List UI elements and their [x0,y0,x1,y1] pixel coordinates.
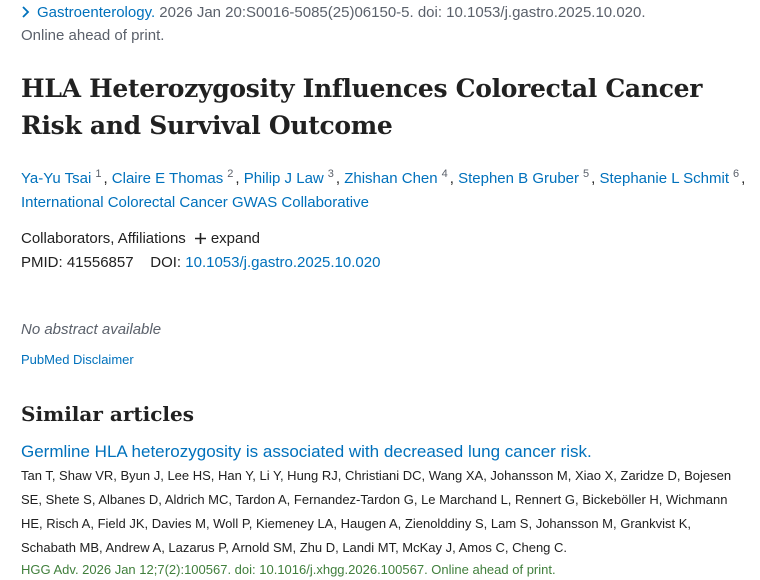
disclaimer-link[interactable]: PubMed Disclaimer [21,352,134,367]
separator: , [591,170,596,187]
author-link[interactable]: Zhishan Chen [344,170,438,187]
separator: , [103,170,108,187]
separator: , [335,170,341,187]
plus-icon[interactable] [194,233,206,244]
similar-article-authors: Tan T, Shaw VR, Byun J, Lee HS, Han Y, L… [21,468,732,555]
affiliation-number: 6 [733,168,740,180]
similar-article-citation: HGG Adv. 2026 Jan 12;7(2):100567. doi: 1… [21,562,556,577]
no-abstract: No abstract available [21,321,162,338]
affiliation-number: 1 [95,168,102,180]
author-list: Ya-Yu Tsai 1, Claire E Thomas 2, Philip J … [21,162,751,215]
doi-label: DOI: [150,254,182,271]
similar-heading: Similar articles [21,402,194,426]
separator: , [235,170,240,187]
affiliation-number: 2 [227,168,234,180]
author-link[interactable]: Stephanie L Schmit [599,170,730,187]
article: Gastroenterology. 2026 Jan 20:S0016-5085… [21,0,751,580]
author-link[interactable]: Stephen B Gruber [458,170,580,187]
article-title: HLA Heterozygosity Influences Colorectal… [21,74,703,140]
similar-article-title[interactable]: Germline HLA heterozygosity is associate… [21,442,592,461]
identifiers: PMID: 41556857 DOI: 10.1053/j.gastro.202… [21,251,751,275]
author-link[interactable]: International Colorectal Cancer GWAS Col… [21,194,369,211]
author-link[interactable]: Ya-Yu Tsai [21,170,92,187]
doi-link[interactable]: 10.1053/j.gastro.2025.10.020 [185,254,381,271]
collaborators-row: Collaborators, Affiliations expand [21,227,751,251]
journal-link[interactable]: Gastroenterology. [37,4,156,21]
separator: , [741,170,746,187]
author-link[interactable]: Claire E Thomas [111,170,224,187]
citation-details: 2026 Jan 20:S0016-5085(25)06150-5. doi: … [155,4,646,21]
separator: , [449,170,454,187]
collaborators-label: Collaborators, Affiliations [21,230,186,247]
author-link[interactable]: Philip J Law [243,170,324,187]
citation-status: Online ahead of print. [21,27,165,44]
affiliation-number: 5 [583,168,590,180]
chevron-icon [22,6,30,18]
affiliation-number: 3 [327,168,334,180]
expand-button[interactable]: expand [210,230,261,247]
pmid: PMID: 41556857 [21,254,134,271]
affiliation-number: 4 [441,168,448,180]
citation: Gastroenterology. 2026 Jan 20:S0016-5085… [21,1,751,47]
